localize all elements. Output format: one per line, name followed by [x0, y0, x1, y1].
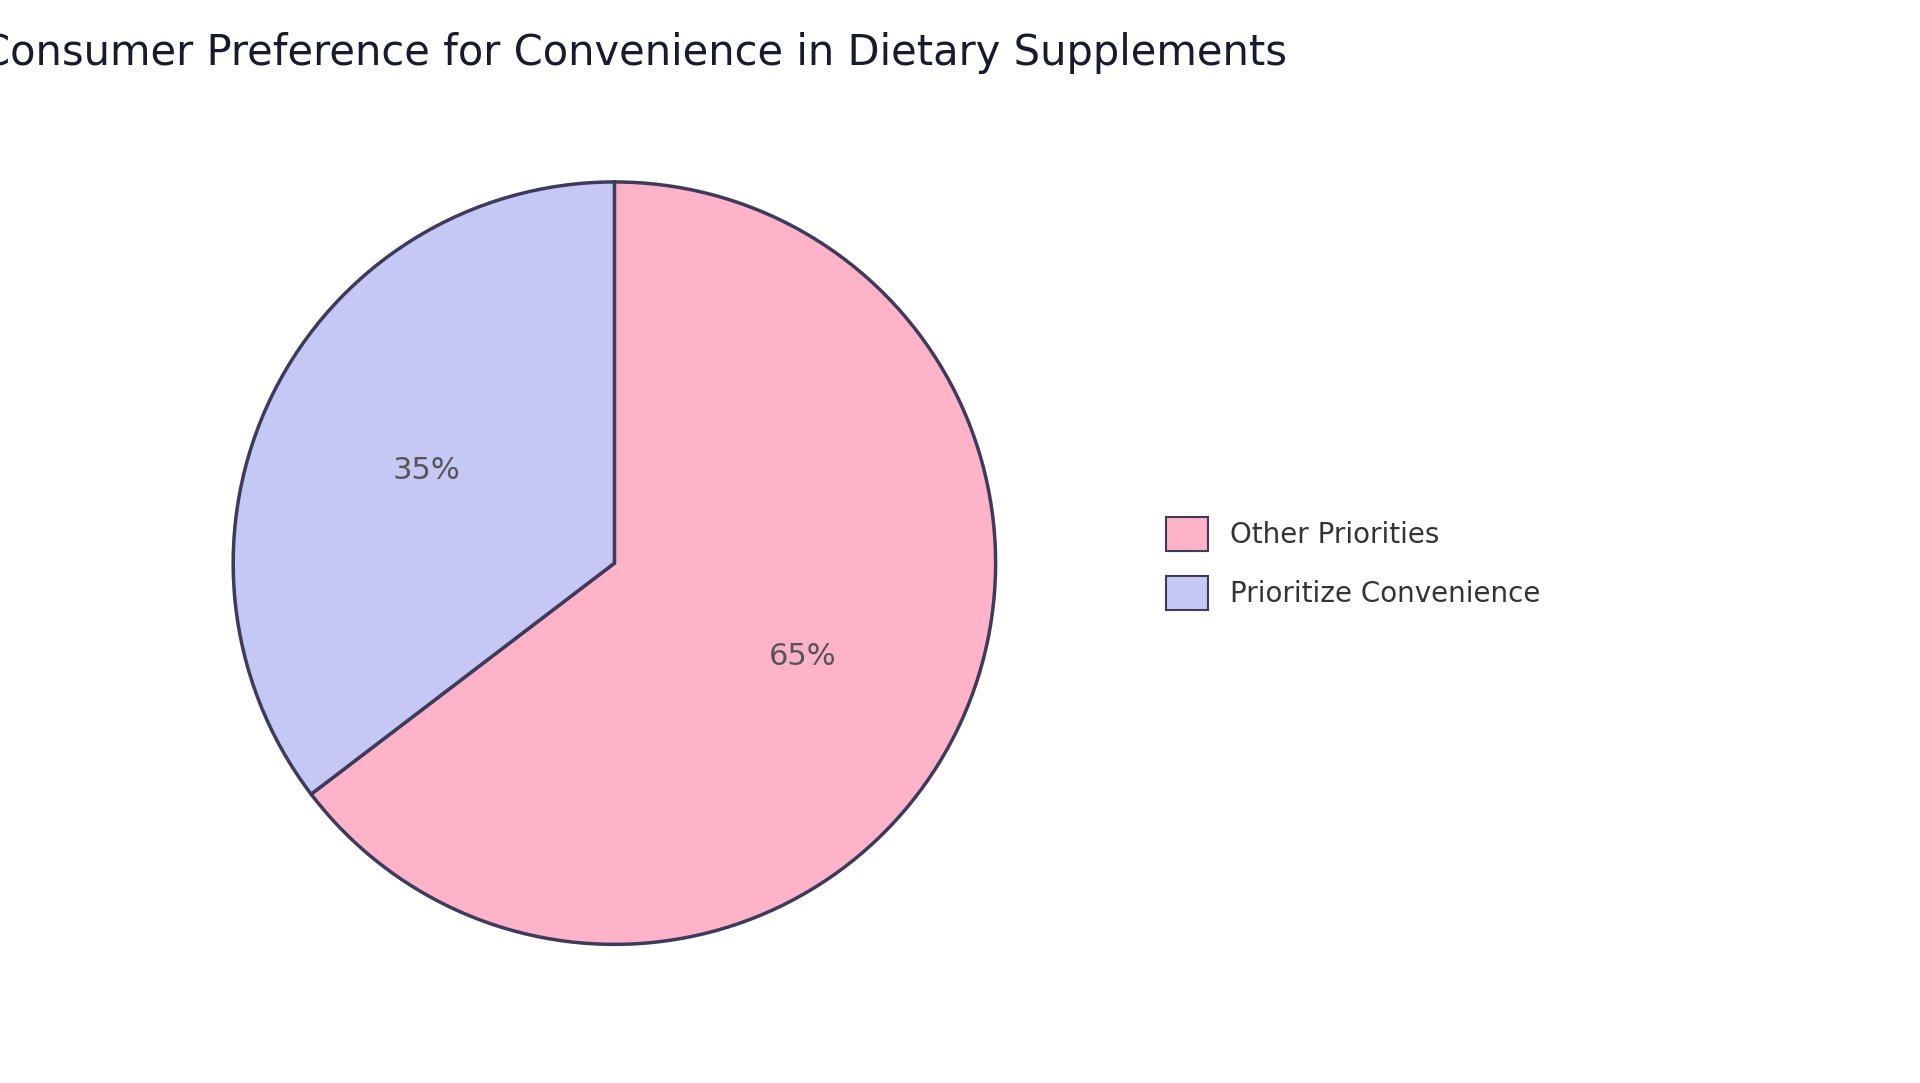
- Text: 35%: 35%: [394, 456, 461, 484]
- Text: 65%: 65%: [768, 642, 835, 670]
- Legend: Other Priorities, Prioritize Convenience: Other Priorities, Prioritize Convenience: [1152, 503, 1555, 624]
- Text: Consumer Preference for Convenience in Dietary Supplements: Consumer Preference for Convenience in D…: [0, 32, 1286, 75]
- Wedge shape: [311, 182, 996, 944]
- Wedge shape: [232, 182, 614, 794]
